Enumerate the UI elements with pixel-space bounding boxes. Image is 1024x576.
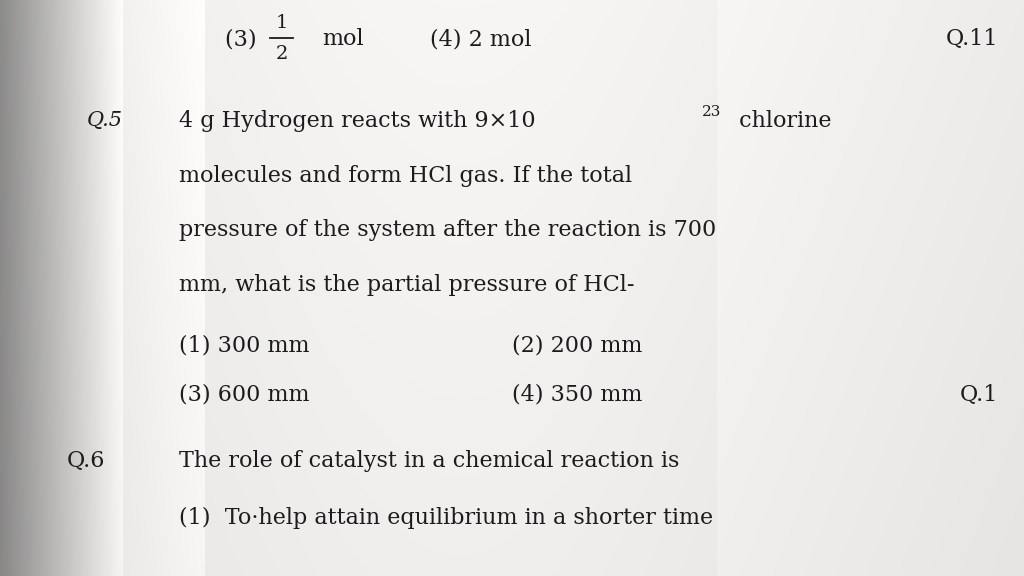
Text: (1) 300 mm: (1) 300 mm [179, 335, 309, 357]
Text: 4 g Hydrogen reacts with 9×10: 4 g Hydrogen reacts with 9×10 [179, 110, 536, 132]
Text: Q.1: Q.1 [961, 384, 998, 406]
Text: 2: 2 [275, 44, 288, 63]
Text: 1: 1 [275, 14, 288, 32]
Text: 23: 23 [701, 105, 721, 119]
Text: (4) 2 mol: (4) 2 mol [430, 28, 531, 50]
Text: The role of catalyst in a chemical reaction is: The role of catalyst in a chemical react… [179, 450, 680, 472]
Text: (1)  To·help attain equilibrium in a shorter time: (1) To·help attain equilibrium in a shor… [179, 507, 714, 529]
Text: (2) 200 mm: (2) 200 mm [512, 335, 642, 357]
Text: pressure of the system after the reaction is 700: pressure of the system after the reactio… [179, 219, 717, 241]
Text: Q.11: Q.11 [946, 28, 998, 50]
Text: mol: mol [323, 28, 365, 50]
Text: Q.5: Q.5 [87, 112, 123, 130]
Text: (3) 600 mm: (3) 600 mm [179, 384, 309, 406]
Text: mm, what is the partial pressure of HCl-: mm, what is the partial pressure of HCl- [179, 274, 635, 296]
Text: Q.6: Q.6 [67, 450, 104, 472]
Text: chlorine: chlorine [732, 110, 831, 132]
Text: (3): (3) [225, 28, 264, 50]
Text: (4) 350 mm: (4) 350 mm [512, 384, 642, 406]
Text: molecules and form HCl gas. If the total: molecules and form HCl gas. If the total [179, 165, 633, 187]
